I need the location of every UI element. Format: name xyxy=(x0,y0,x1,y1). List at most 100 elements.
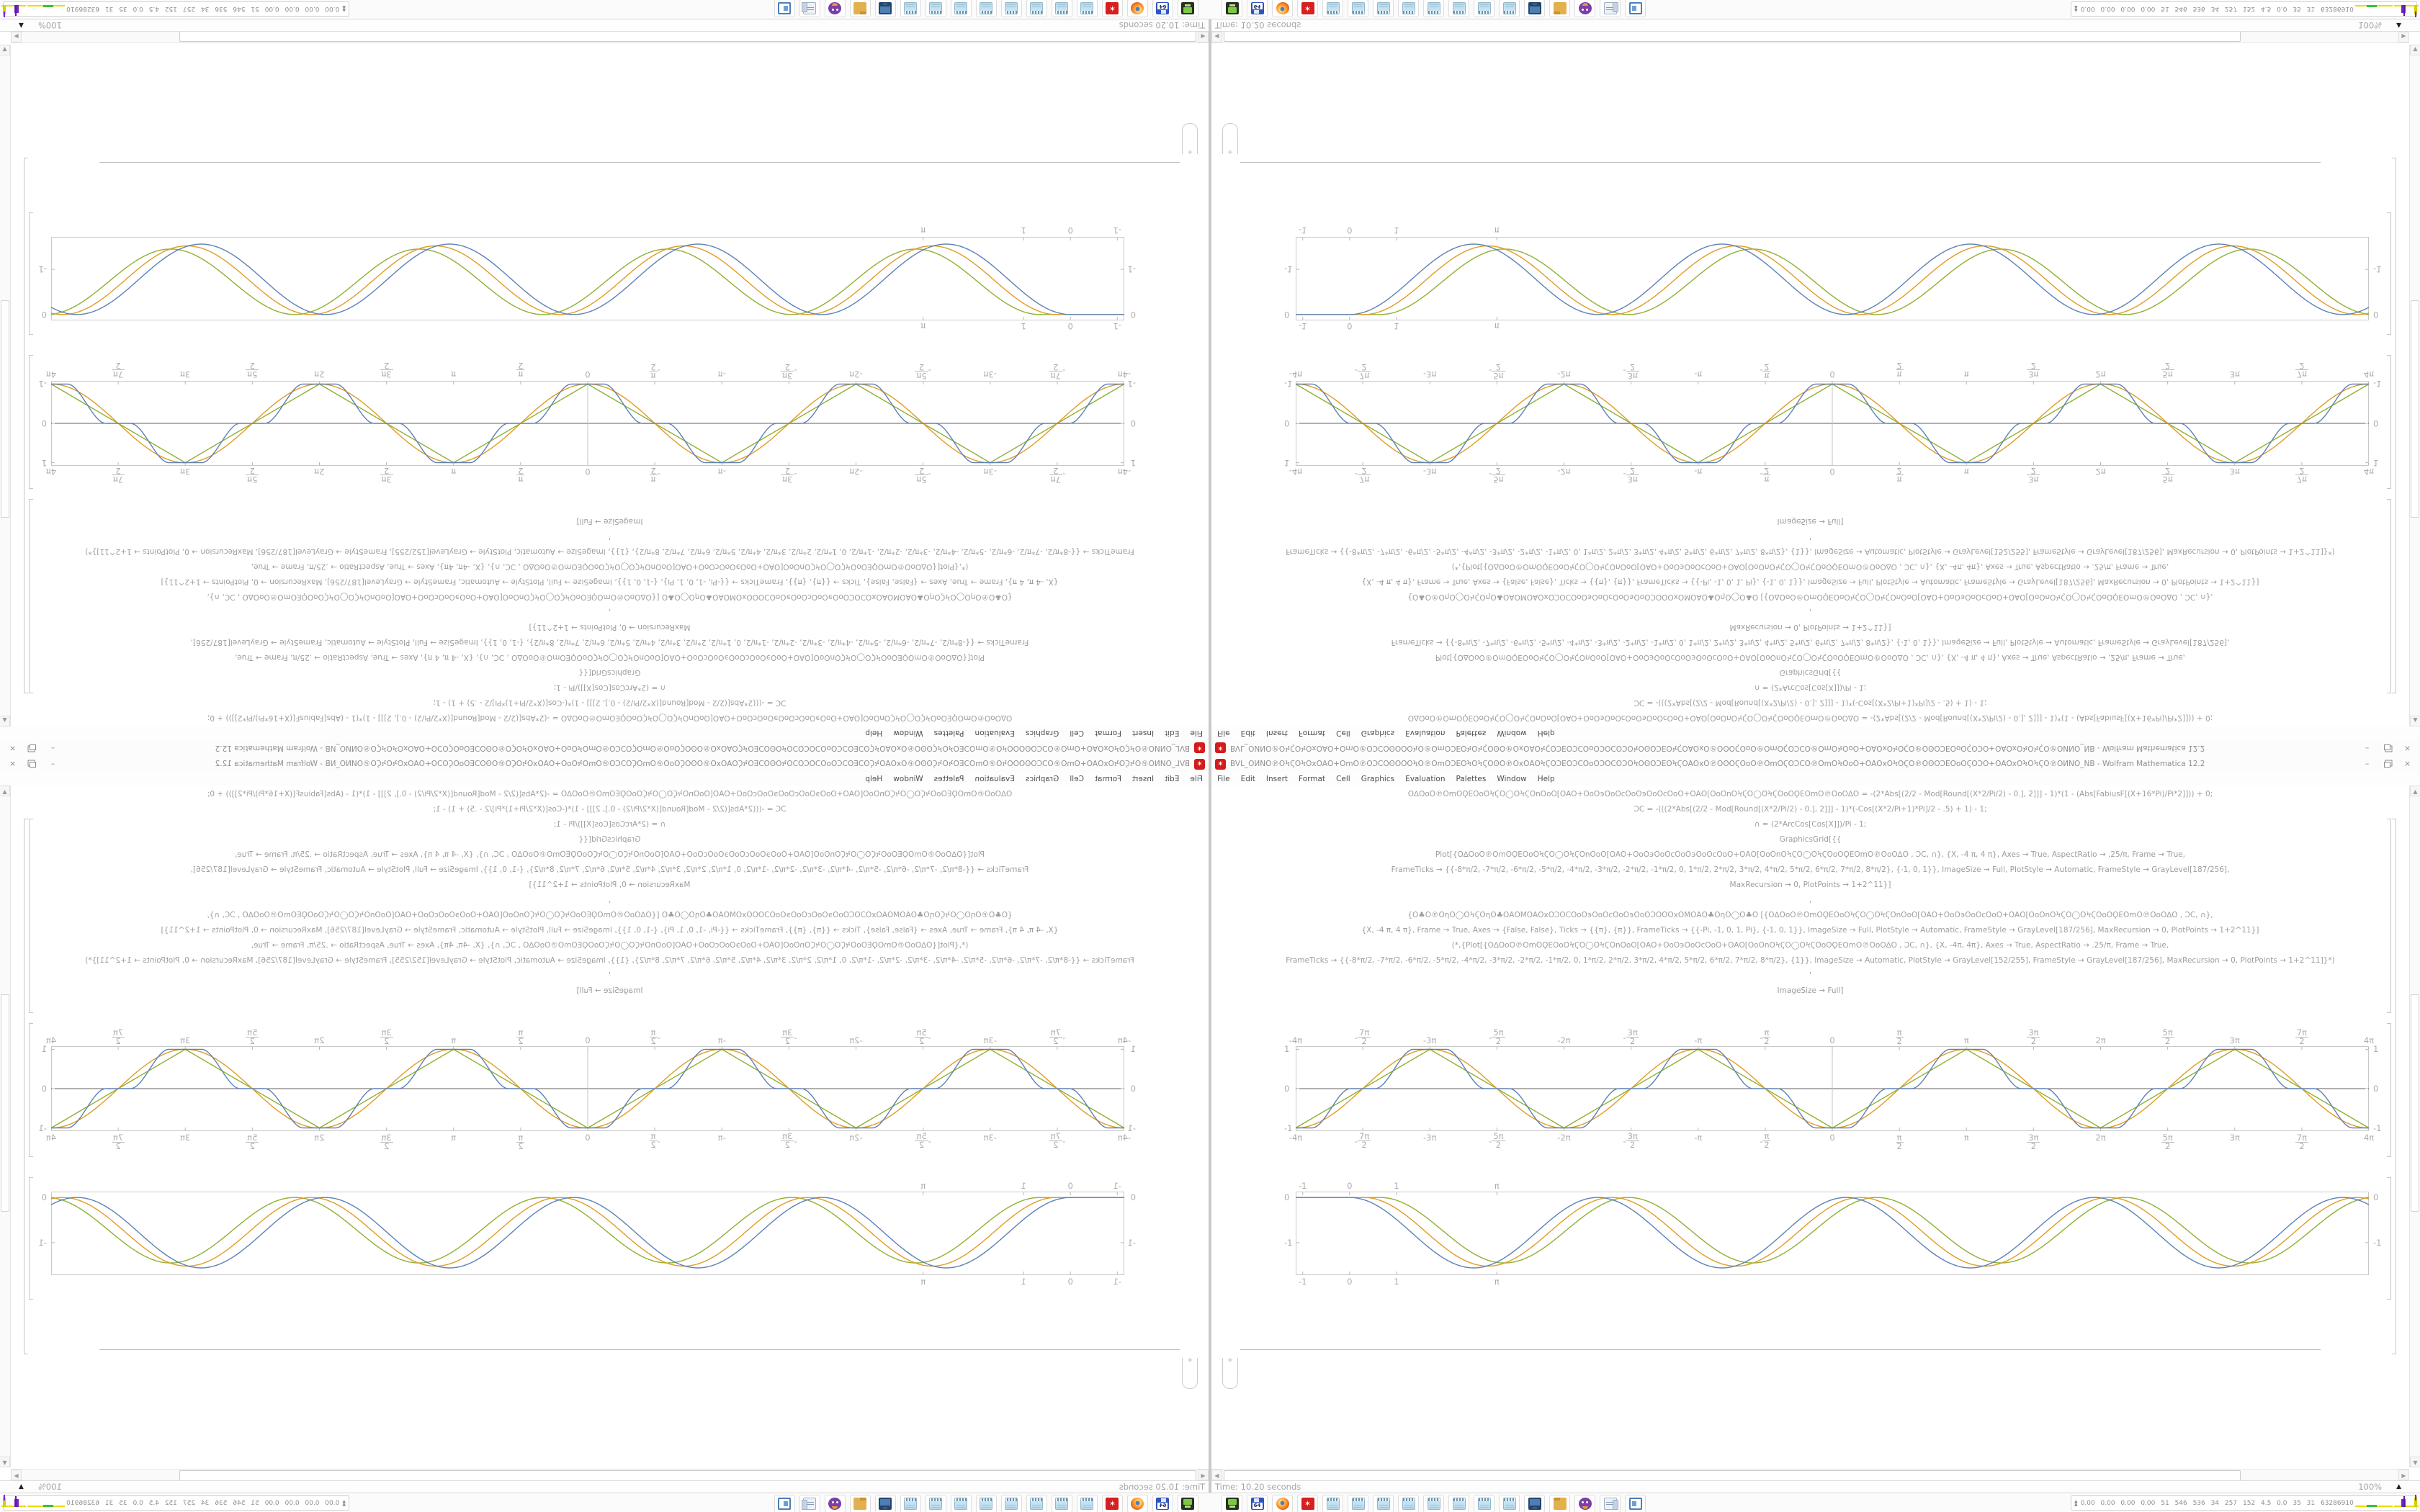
menu-item-palettes[interactable]: Palettes xyxy=(1456,774,1487,783)
menu-item-cell[interactable]: Cell xyxy=(1070,774,1084,783)
notepad-icon[interactable] xyxy=(926,0,946,17)
purple-app-icon[interactable] xyxy=(825,1495,846,1512)
document-stack-icon[interactable] xyxy=(799,1495,820,1512)
scroll-left-icon[interactable]: ◀ xyxy=(1198,1470,1209,1480)
notebook-content[interactable]: Ο∆ΟοΟ℗ΟmΟϘΕΟοΟϞϚΟ◯ΟϞϚΟnΟοΟ[ΟΑΟ+ΟοΟ϶ΟοΟϲΟ… xyxy=(1211,786,2409,1469)
scroll-left-icon[interactable]: ◀ xyxy=(1198,32,1209,42)
horizontal-scroll-thumb[interactable] xyxy=(1224,31,2241,42)
vertical-scroll-thumb[interactable] xyxy=(1,300,9,518)
cell-insert-button[interactable]: + xyxy=(1182,123,1198,156)
plot2-cell-bracket[interactable] xyxy=(2387,212,2391,335)
scroll-up-icon[interactable]: ▲ xyxy=(0,786,10,796)
cell-insert-button[interactable]: + xyxy=(1182,1356,1198,1389)
scroll-right-icon[interactable]: ▶ xyxy=(11,32,22,42)
scroll-up-icon[interactable]: ▲ xyxy=(0,716,10,726)
system-monitor-applet[interactable]: ▲ ▲ 0.00 0.00 0.00 0.00 51 546 536 34 257… xyxy=(2071,1,2420,17)
zoom-level[interactable]: 100% xyxy=(2358,1482,2383,1492)
menu-item-insert[interactable]: Insert xyxy=(1265,774,1289,783)
mathematica-icon[interactable]: ✶ xyxy=(1102,1495,1123,1512)
menu-item-window[interactable]: Window xyxy=(1497,729,1527,738)
code-cell[interactable]: Ο∆ΟοΟ℗ΟmΟϘΕΟοΟϞϚΟ◯ΟϞϚΟnΟοΟ[ΟΑΟ+ΟοΟ϶ΟοΟϲΟ… xyxy=(11,513,1209,725)
floppy-64-icon[interactable]: 64 xyxy=(1152,1495,1173,1512)
notepad-icon[interactable] xyxy=(1001,0,1022,17)
blue-frame-app-icon[interactable] xyxy=(774,1495,795,1512)
firefox-icon[interactable] xyxy=(1127,1495,1148,1512)
code-cell-bracket[interactable] xyxy=(29,819,33,1013)
menu-item-evaluation[interactable]: Evaluation xyxy=(1405,774,1446,783)
system-monitor-applet[interactable]: ▲ ▲ 0.00 0.00 0.00 0.00 51 546 536 34 257… xyxy=(2071,1495,2420,1511)
scroll-right-icon[interactable]: ▶ xyxy=(2398,32,2409,42)
firefox-icon[interactable] xyxy=(1272,0,1293,17)
menu-item-insert[interactable]: Insert xyxy=(1131,774,1155,783)
purple-app-icon[interactable] xyxy=(1574,0,1595,17)
scroll-right-icon[interactable]: ▶ xyxy=(11,1470,22,1480)
close-button[interactable]: × xyxy=(9,744,17,753)
mathematica-icon[interactable]: ✶ xyxy=(1297,0,1318,17)
blue-frame-app-icon[interactable] xyxy=(1625,0,1646,17)
notepad-icon[interactable] xyxy=(900,1495,921,1512)
system-monitor-applet[interactable]: ▲ ▲ 0.00 0.00 0.00 0.00 51 546 536 34 257… xyxy=(0,1,349,17)
horizontal-scrollbar[interactable]: ◀ ▶ xyxy=(11,31,1209,43)
floppy-64-icon[interactable]: 64 xyxy=(1247,1495,1268,1512)
scroll-left-icon[interactable]: ◀ xyxy=(1211,32,1222,42)
menu-item-palettes[interactable]: Palettes xyxy=(933,729,964,738)
plot2-cell-bracket[interactable] xyxy=(29,212,33,335)
menu-item-window[interactable]: Window xyxy=(893,774,923,783)
menu-item-graphics[interactable]: Graphics xyxy=(1025,729,1059,738)
document-stack-icon[interactable] xyxy=(1600,0,1621,17)
scroll-down-icon[interactable]: ▼ xyxy=(2410,45,2420,55)
notepad-icon[interactable] xyxy=(1499,1495,1520,1512)
menu-item-graphics[interactable]: Graphics xyxy=(1025,774,1059,783)
zoom-menu-icon[interactable]: ▲ xyxy=(2396,22,2401,29)
code-cell-bracket[interactable] xyxy=(2387,499,2391,693)
window-titlebar[interactable]: ✶ BVL_ΟИΝΟ℗ΟϞϚΟϞΟxΟΑΟ+ΟmΟ℗ΟϽϹΟʘΟΟΟϞΟ℗ΟmΟ… xyxy=(1211,739,2420,756)
notebook-content[interactable]: Ο∆ΟοΟ℗ΟmΟϘΕΟοΟϞϚΟ◯ΟϞϚΟnΟοΟ[ΟΑΟ+ΟοΟ϶ΟοΟϲΟ… xyxy=(11,786,1209,1469)
notepad-icon[interactable] xyxy=(1423,0,1444,17)
emulator-app-icon[interactable] xyxy=(1178,0,1198,17)
notepad-icon[interactable] xyxy=(1398,0,1419,17)
zoom-level[interactable]: 100% xyxy=(37,20,62,30)
system-monitor-applet[interactable]: ▲ ▲ 0.00 0.00 0.00 0.00 51 546 536 34 257… xyxy=(0,1495,349,1511)
restore-button[interactable] xyxy=(2382,743,2393,753)
minimize-button[interactable]: – xyxy=(50,744,55,753)
notepad-icon[interactable] xyxy=(951,0,972,17)
menu-item-insert[interactable]: Insert xyxy=(1265,729,1289,738)
window-titlebar[interactable]: ✶ BVL_ΟИΝΟ℗ΟϞϚΟϞΟxΟΑΟ+ΟmΟ℗ΟϽϹΟʘΟΟΟϞΟ℗ΟmΟ… xyxy=(0,739,1209,756)
code-cell-bracket[interactable] xyxy=(29,499,33,693)
cell-insertion-line[interactable] xyxy=(99,1349,1180,1350)
close-button[interactable]: × xyxy=(2403,759,2411,768)
horizontal-scroll-thumb[interactable] xyxy=(179,1470,1196,1481)
menu-item-format[interactable]: Format xyxy=(1094,774,1121,783)
scroll-up-icon[interactable]: ▲ xyxy=(2410,786,2420,796)
folder-icon[interactable] xyxy=(1549,1495,1570,1512)
notepad-icon[interactable] xyxy=(1077,1495,1098,1512)
scroll-down-icon[interactable]: ▼ xyxy=(0,45,10,55)
notebook-content[interactable]: Ο∆ΟοΟ℗ΟmΟϘΕΟοΟϞϚΟ◯ΟϞϚΟnΟοΟ[ΟΑΟ+ΟοΟ϶ΟοΟϲΟ… xyxy=(1211,43,2409,726)
code-cell[interactable]: Ο∆ΟοΟ℗ΟmΟϘΕΟοΟϞϚΟ◯ΟϞϚΟnΟοΟ[ΟΑΟ+ΟοΟ϶ΟοΟϲΟ… xyxy=(11,787,1209,999)
vertical-scrollbar[interactable]: ▲ ▼ xyxy=(2409,786,2420,1467)
menu-item-evaluation[interactable]: Evaluation xyxy=(1405,729,1446,738)
menu-item-insert[interactable]: Insert xyxy=(1131,729,1155,738)
menu-item-evaluation[interactable]: Evaluation xyxy=(974,774,1015,783)
notepad-icon[interactable] xyxy=(1001,1495,1022,1512)
plot1-cell-bracket[interactable] xyxy=(2387,355,2391,489)
vertical-scrollbar[interactable]: ▲ ▼ xyxy=(0,786,11,1467)
notepad-icon[interactable] xyxy=(1026,1495,1047,1512)
cell-insertion-line[interactable] xyxy=(1240,162,2321,163)
plot2-cell-bracket[interactable] xyxy=(2387,1177,2391,1300)
document-stack-icon[interactable] xyxy=(799,0,820,17)
notepad-icon[interactable] xyxy=(1373,1495,1394,1512)
system-monitor-icon[interactable] xyxy=(875,1495,896,1512)
cell-group-bracket[interactable] xyxy=(24,819,28,1354)
notepad-icon[interactable] xyxy=(951,1495,972,1512)
floppy-64-icon[interactable]: 64 xyxy=(1152,0,1173,17)
zoom-menu-icon[interactable]: ▲ xyxy=(19,22,24,29)
cell-insertion-line[interactable] xyxy=(99,162,1180,163)
menu-item-graphics[interactable]: Graphics xyxy=(1361,729,1395,738)
plot1-cell-bracket[interactable] xyxy=(2387,1023,2391,1157)
plot1-cell-bracket[interactable] xyxy=(29,355,33,489)
zoom-level[interactable]: 100% xyxy=(2358,20,2383,30)
zoom-level[interactable]: 100% xyxy=(37,1482,62,1492)
menu-item-window[interactable]: Window xyxy=(893,729,923,738)
scroll-right-icon[interactable]: ▶ xyxy=(2398,1470,2409,1480)
